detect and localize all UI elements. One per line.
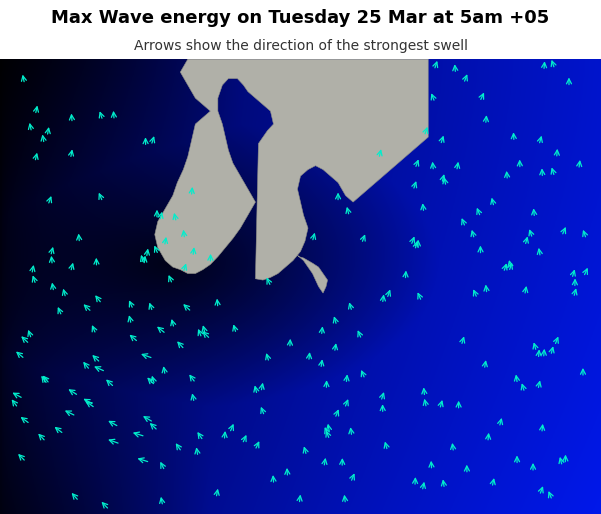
Polygon shape	[297, 255, 328, 293]
Text: Arrows show the direction of the strongest swell: Arrows show the direction of the stronge…	[133, 39, 468, 53]
Text: Max Wave energy on Tuesday 25 Mar at 5am +05: Max Wave energy on Tuesday 25 Mar at 5am…	[51, 9, 550, 27]
Polygon shape	[154, 59, 428, 280]
